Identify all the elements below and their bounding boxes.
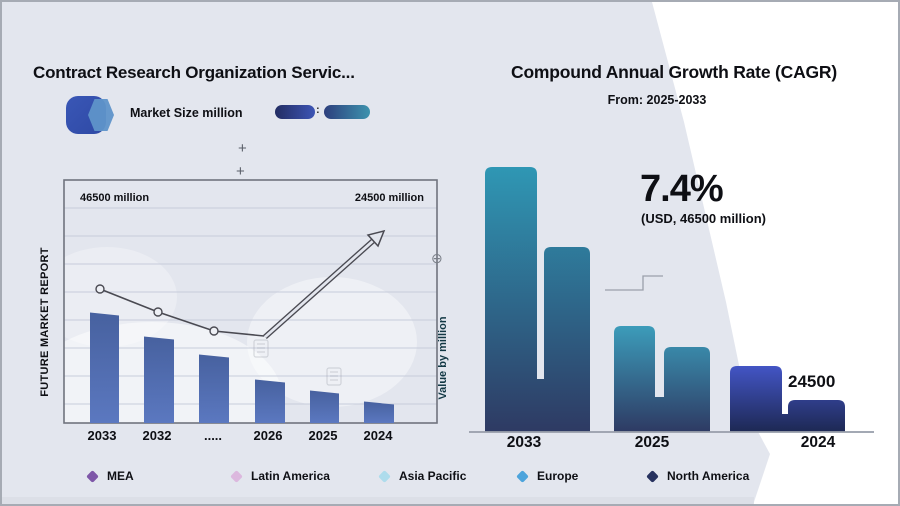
left-y-axis-label: FUTURE MARKET REPORT (39, 247, 51, 397)
right-x-label-2025: 2025 (634, 434, 670, 451)
left-panel-title: Contract Research Organization Servic... (33, 63, 355, 82)
plus-glyph-1: + (238, 140, 247, 157)
legend-diamond-icon (86, 469, 99, 483)
right-x-label-2024: 2024 (800, 434, 836, 451)
legend-item-europe[interactable]: Europe (516, 469, 579, 483)
ratio-pill-left (275, 105, 315, 119)
legend-diamond-icon (516, 469, 529, 483)
value-callout-24500: 24500 (788, 372, 836, 391)
legend-label: North America (667, 469, 750, 483)
cagr-detail: (USD, 46500 million) (641, 211, 766, 226)
legend-label: Asia Pacific (399, 469, 467, 483)
bottom-shadow-strip (2, 497, 754, 504)
right-panel-subtitle: From: 2025-2033 (607, 93, 707, 107)
left-x-label-2026: 2026 (253, 428, 283, 443)
end-value-label: 24500 million (354, 192, 424, 204)
left-x-label-2024: 2024 (363, 428, 393, 443)
right-panel-title: Compound Annual Growth Rate (CAGR) (511, 62, 837, 82)
ratio-separator: : (316, 104, 320, 116)
cagr-value: 7.4% (640, 168, 724, 210)
market-size-label: Market Size million (130, 106, 243, 120)
legend-diamond-icon (378, 469, 391, 483)
legend-item-latin-america[interactable]: Latin America (230, 469, 330, 483)
legend-label: MEA (107, 469, 134, 483)
right-x-label-2033: 2033 (506, 434, 542, 451)
ratio-pill-right (324, 105, 370, 119)
legend-label: Latin America (251, 469, 330, 483)
legend-item-mea[interactable]: MEA (86, 469, 134, 483)
legend-diamond-icon (230, 469, 243, 483)
zoom-out-icon[interactable]: ⊖ (431, 250, 443, 266)
left-x-label-.....: ..... (203, 428, 223, 443)
left-x-label-2032: 2032 (142, 428, 172, 443)
hexagon-icon (88, 99, 114, 131)
legend-item-asia-pacific[interactable]: Asia Pacific (378, 469, 467, 483)
left-x-label-2025: 2025 (308, 428, 338, 443)
start-value-label: 46500 million (80, 192, 150, 204)
legend-diamond-icon (646, 469, 659, 483)
market-size-icon (66, 96, 114, 134)
legend-label: Europe (537, 469, 579, 483)
value-axis-label: Value by million (437, 316, 449, 400)
left-x-label-2033: 2033 (87, 428, 117, 443)
plus-glyph-2: + (236, 163, 245, 180)
legend-item-north-america[interactable]: North America (646, 469, 750, 483)
